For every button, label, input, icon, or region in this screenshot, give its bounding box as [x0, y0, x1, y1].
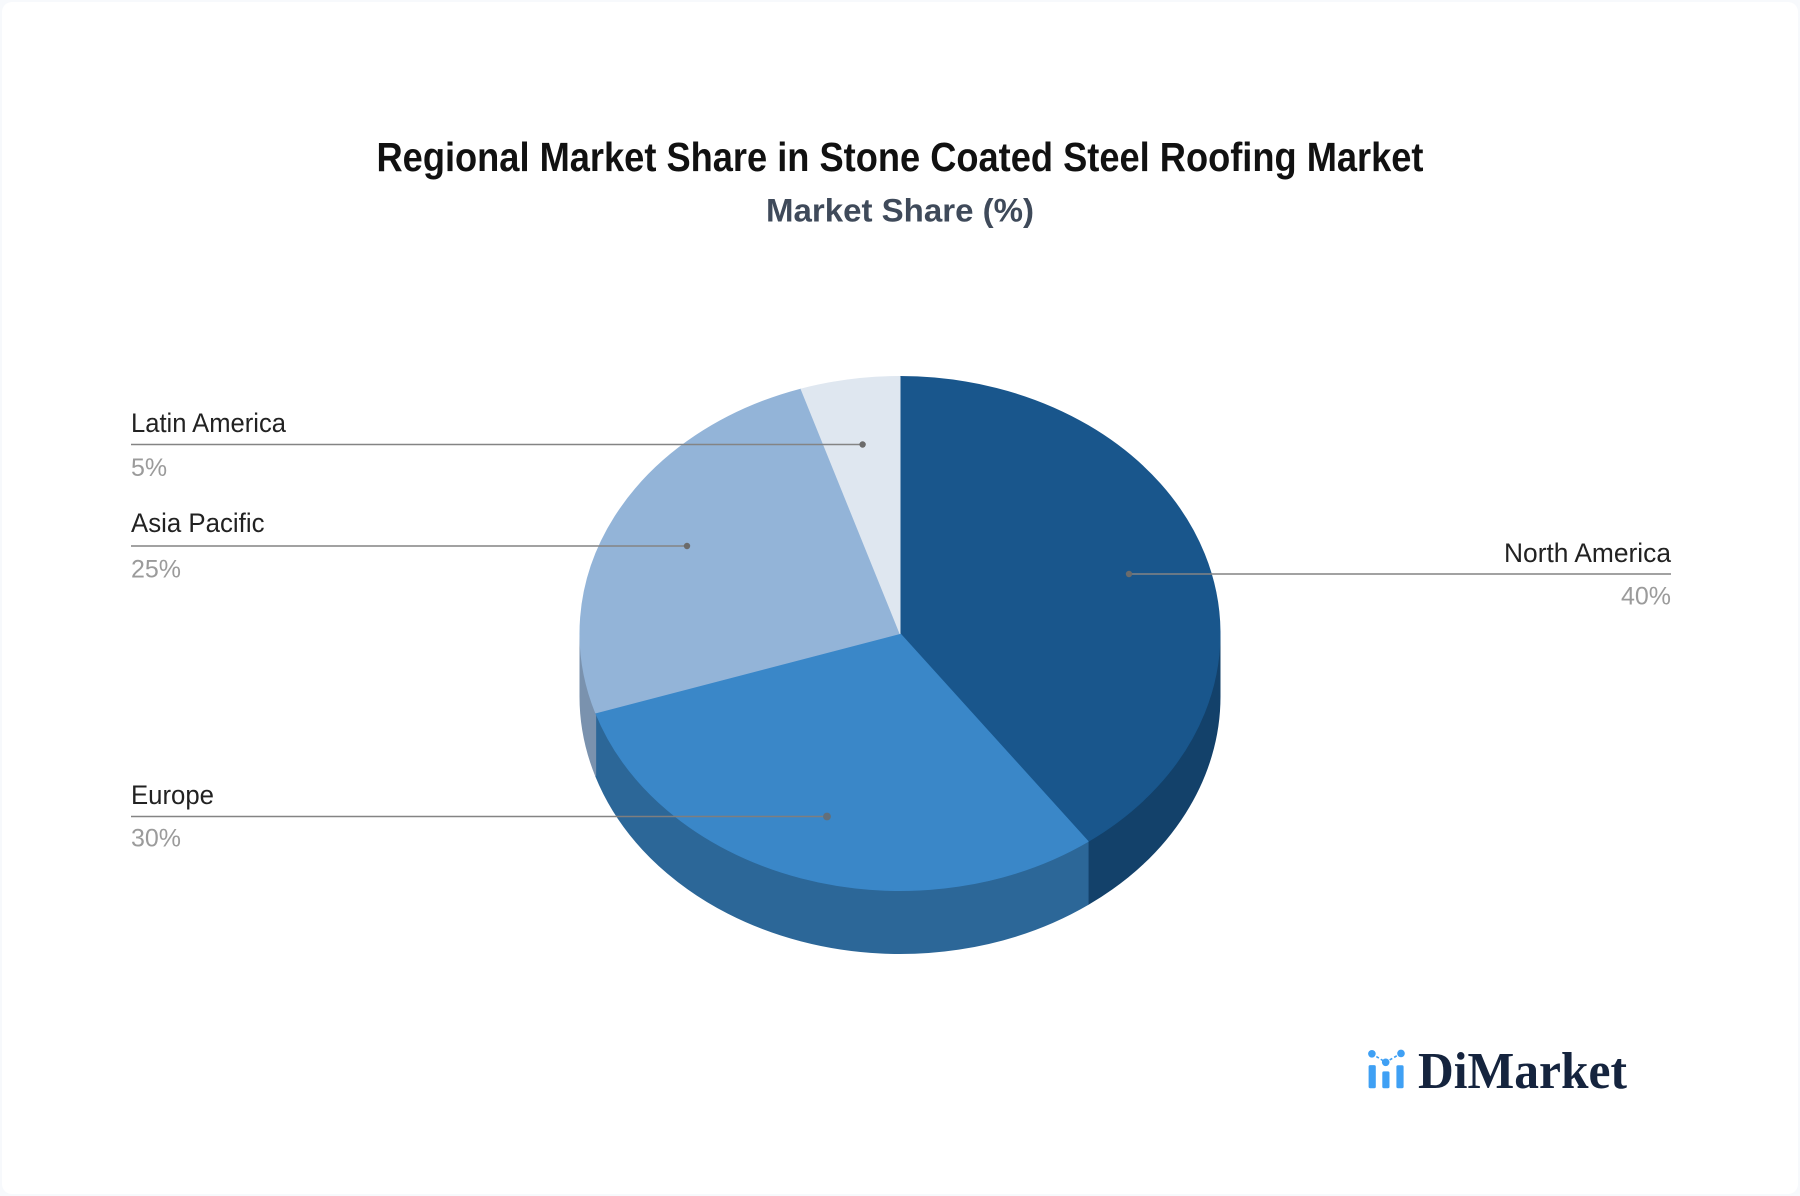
svg-text:Market Share (%): Market Share (%): [766, 193, 1034, 229]
svg-text:DiMarket: DiMarket: [1418, 1043, 1628, 1100]
svg-text:40%: 40%: [1621, 583, 1671, 611]
svg-text:North America: North America: [1504, 538, 1672, 568]
svg-text:Europe: Europe: [131, 780, 214, 810]
svg-text:30%: 30%: [131, 825, 181, 853]
svg-text:Latin America: Latin America: [131, 408, 287, 438]
svg-text:25%: 25%: [131, 556, 181, 584]
svg-text:Regional Market Share in Stone: Regional Market Share in Stone Coated St…: [377, 134, 1424, 180]
svg-text:5%: 5%: [131, 454, 167, 482]
svg-text:Asia Pacific: Asia Pacific: [131, 508, 265, 538]
